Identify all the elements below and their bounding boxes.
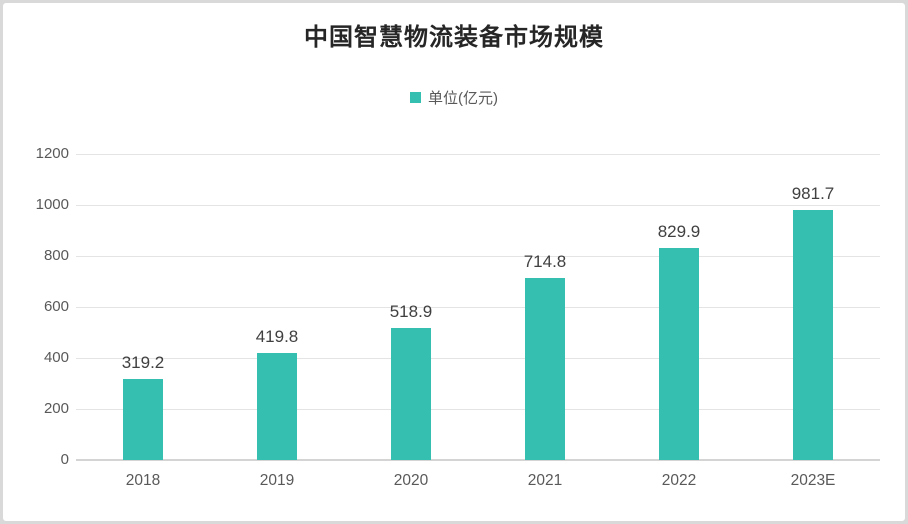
y-tick-label: 400 — [43, 349, 69, 366]
x-tick-label-2019: 2019 — [259, 472, 295, 489]
x-tick-label-2020: 2020 — [393, 472, 429, 489]
value-label-2018: 319.2 — [121, 352, 165, 372]
y-tick-label: 600 — [43, 298, 69, 315]
value-label-2019: 419.8 — [255, 326, 299, 346]
gridline — [76, 256, 880, 257]
bar-2020 — [391, 327, 431, 460]
value-label-2023E: 981.7 — [791, 183, 835, 203]
bar-2018 — [123, 378, 163, 460]
value-label-2021: 714.8 — [523, 251, 567, 271]
y-tick-label: 800 — [43, 247, 69, 264]
bar-2019 — [257, 352, 297, 460]
x-axis-labels: 2018 2019 2020 2021 2022 2023E — [76, 471, 880, 495]
gridline — [76, 307, 880, 308]
y-axis-labels: 0 200 400 600 800 1000 1200 — [11, 145, 69, 468]
y-tick-label: 1000 — [35, 196, 69, 213]
value-label-2020: 518.9 — [389, 301, 433, 321]
bar-2021 — [525, 277, 565, 460]
value-label-2022: 829.9 — [657, 222, 701, 242]
x-axis-line — [76, 459, 880, 461]
gridline — [76, 409, 880, 410]
bar-2022 — [659, 248, 699, 460]
y-tick-label: 1200 — [35, 145, 69, 162]
bar-2023E — [793, 209, 833, 460]
gridline — [76, 358, 880, 359]
x-tick-label-2022: 2022 — [661, 472, 697, 489]
x-tick-label-2023E: 2023E — [790, 472, 836, 489]
plot-area: 319.2 419.8 518.9 714.8 829.9 981.7 — [76, 154, 880, 461]
legend-marker-icon — [410, 92, 421, 103]
y-tick-label: 0 — [60, 451, 69, 468]
x-tick-label-2021: 2021 — [527, 472, 563, 489]
y-tick-label: 200 — [43, 400, 69, 417]
legend-label: 单位(亿元) — [428, 90, 498, 107]
gridline — [76, 154, 880, 155]
gridline — [76, 205, 880, 206]
legend: 单位(亿元) — [3, 87, 905, 108]
x-tick-label-2018: 2018 — [125, 472, 161, 489]
chart-title: 中国智慧物流装备市场规模 — [304, 24, 604, 51]
